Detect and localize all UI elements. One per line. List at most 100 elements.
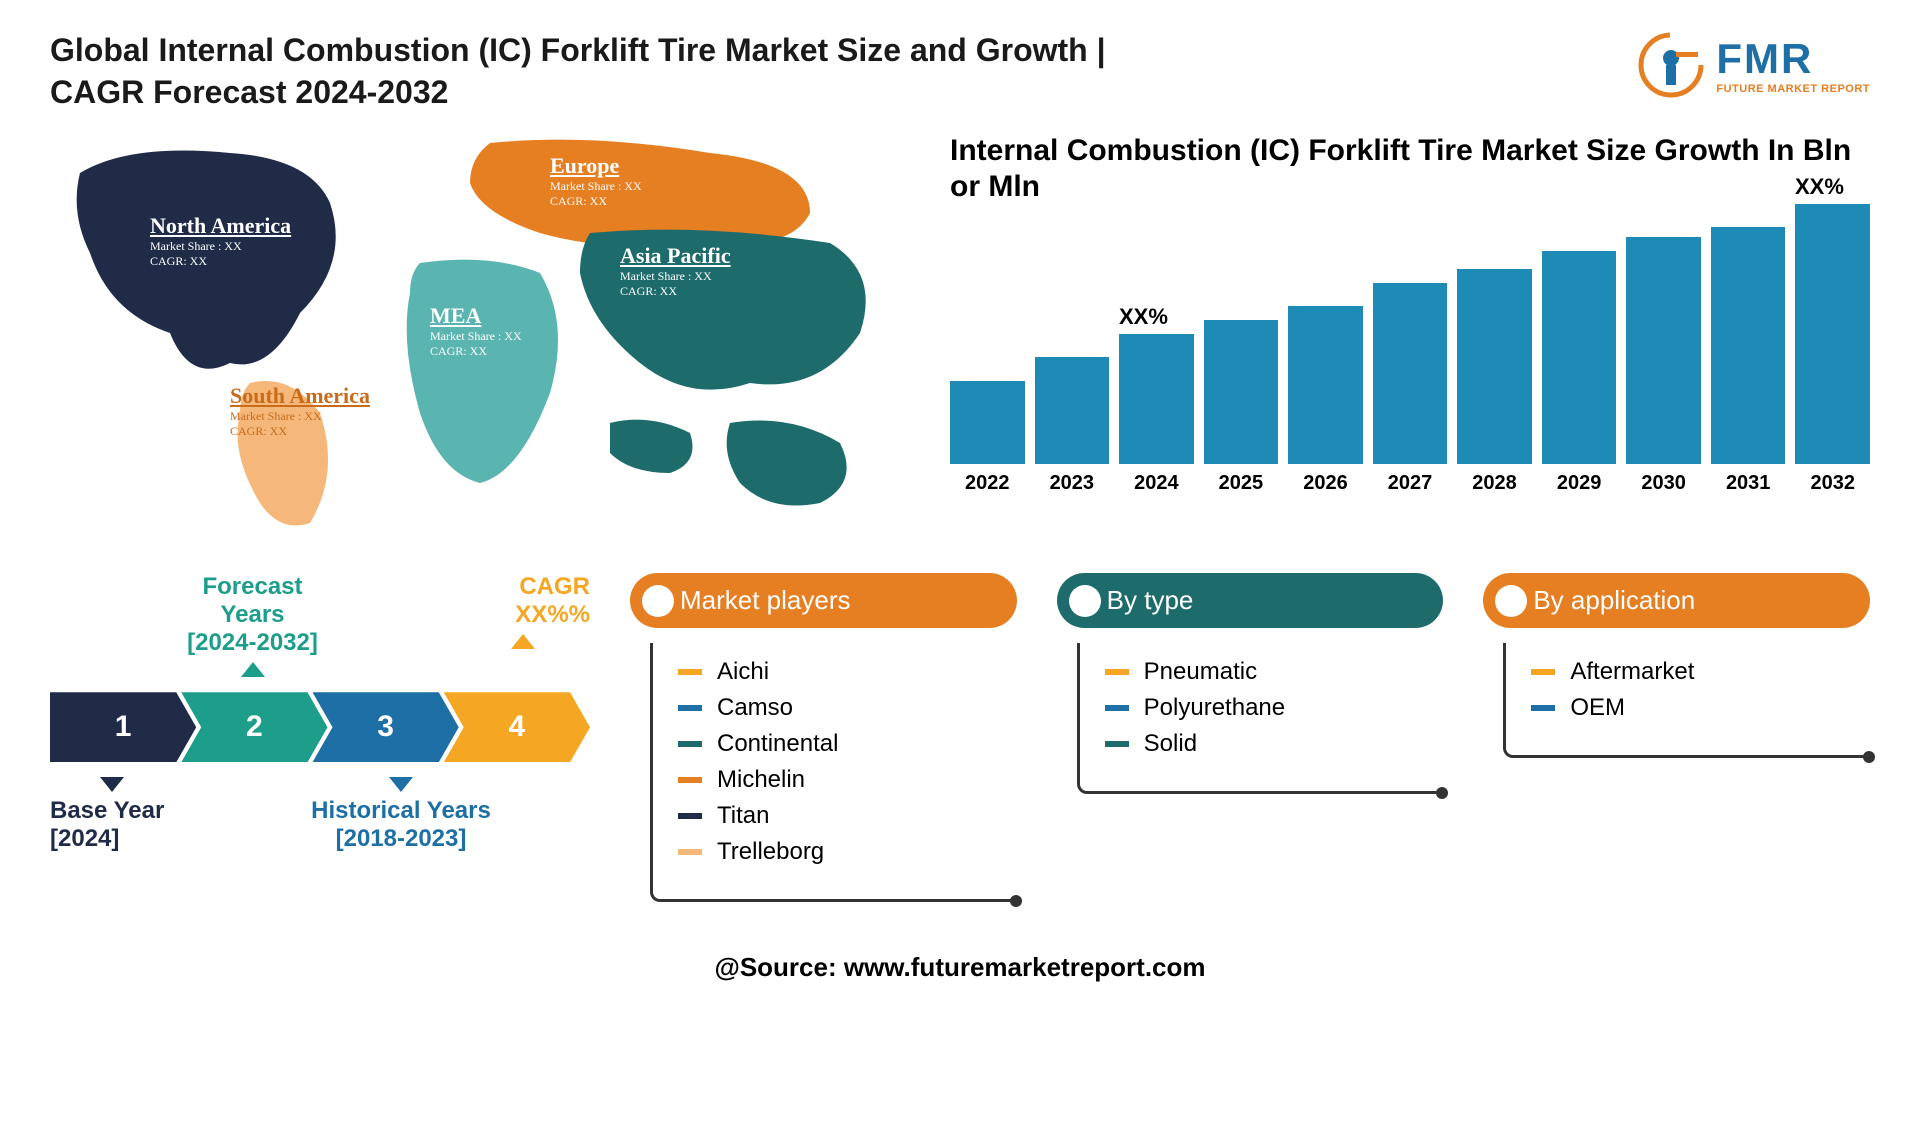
- bar-rect: [1288, 306, 1363, 464]
- bar-year-label: 2023: [1050, 472, 1095, 495]
- header: Global Internal Combustion (IC) Forklift…: [50, 30, 1870, 113]
- bar-rect: [1373, 283, 1448, 464]
- bar-year-label: 2029: [1557, 472, 1602, 495]
- category-header: By type: [1057, 573, 1444, 628]
- bar-2029: 2029: [1542, 251, 1617, 496]
- item-label: Trelleborg: [717, 838, 824, 866]
- bar-rect: [1626, 237, 1701, 465]
- bar-rect: [1795, 204, 1870, 464]
- bar-2030: 2030: [1626, 237, 1701, 496]
- category-item: Trelleborg: [678, 838, 997, 866]
- bar-year-label: 2026: [1303, 472, 1348, 495]
- cagr-value: XX%%: [455, 601, 590, 629]
- chart-annotation: XX%: [1795, 174, 1844, 200]
- category-item: Michelin: [678, 766, 997, 794]
- bar-year-label: 2031: [1726, 472, 1771, 495]
- world-map: North AmericaMarket Share : XXCAGR: XXSo…: [50, 133, 920, 533]
- region-label-asia-pacific: Asia PacificMarket Share : XXCAGR: XX: [620, 243, 731, 299]
- region-label-europe: EuropeMarket Share : XXCAGR: XX: [550, 153, 642, 209]
- triangle-down-icon: [100, 777, 124, 792]
- bullet-icon: [1531, 705, 1555, 711]
- item-label: Titan: [717, 802, 769, 830]
- chart-annotation: XX%: [1119, 304, 1168, 330]
- bar-2022: 2022: [950, 381, 1025, 496]
- bar-chart: 2022 2023 2024 2025 2026 2027 2028 2029 2030 2031…: [950, 215, 1870, 495]
- item-label: Solid: [1144, 730, 1197, 758]
- bullet-icon: [1531, 669, 1555, 675]
- bullet-icon: [1105, 741, 1129, 747]
- bar-rect: [1711, 227, 1786, 464]
- category-item: Solid: [1105, 730, 1424, 758]
- bar-2023: 2023: [1035, 357, 1110, 495]
- timeline-bar: 1234: [50, 692, 590, 762]
- category-item: OEM: [1531, 694, 1850, 722]
- item-label: Continental: [717, 730, 838, 758]
- cagr-text: CAGR: [455, 573, 590, 601]
- item-label: Aichi: [717, 658, 769, 686]
- bar-2025: 2025: [1204, 320, 1279, 495]
- category-header: By application: [1483, 573, 1870, 628]
- forecast-range: [2024-2032]: [185, 629, 320, 657]
- triangle-up-icon: [241, 662, 265, 677]
- category-item: Continental: [678, 730, 997, 758]
- hist-range: [2018-2023]: [293, 825, 509, 853]
- bar-year-label: 2030: [1641, 472, 1686, 495]
- triangle-down-icon: [389, 777, 413, 792]
- bar-chart-section: Internal Combustion (IC) Forklift Tire M…: [950, 133, 1870, 533]
- bar-2028: 2028: [1457, 269, 1532, 495]
- timeline: Forecast Years [2024-2032] CAGR XX%% 123…: [50, 573, 590, 902]
- bullet-icon: [678, 777, 702, 783]
- bullet-icon: [678, 705, 702, 711]
- bar-rect: [1035, 357, 1110, 464]
- bar-rect: [1204, 320, 1279, 464]
- source-attribution: @Source: www.futuremarketreport.com: [50, 952, 1870, 983]
- bar-year-label: 2025: [1219, 472, 1264, 495]
- bar-year-label: 2032: [1810, 472, 1855, 495]
- item-label: Aftermarket: [1570, 658, 1694, 686]
- historical-label: Historical Years [2018-2023]: [293, 772, 509, 853]
- bullet-icon: [1105, 669, 1129, 675]
- category-item: Titan: [678, 802, 997, 830]
- logo-tagline: FUTURE MARKET REPORT: [1716, 83, 1870, 95]
- category-body: Aftermarket OEM: [1503, 643, 1870, 758]
- item-label: Michelin: [717, 766, 805, 794]
- bar-2026: 2026: [1288, 306, 1363, 495]
- bar-2032: 2032: [1795, 204, 1870, 495]
- base-range: [2024]: [50, 825, 212, 853]
- item-label: Pneumatic: [1144, 658, 1257, 686]
- forecast-label: Forecast Years [2024-2032]: [185, 573, 320, 682]
- timeline-segment-4: 4: [444, 692, 590, 762]
- item-label: Camso: [717, 694, 793, 722]
- bar-year-label: 2028: [1472, 472, 1517, 495]
- item-label: OEM: [1570, 694, 1625, 722]
- bullet-icon: [1105, 705, 1129, 711]
- timeline-segment-3: 3: [313, 692, 459, 762]
- category-item: Camso: [678, 694, 997, 722]
- timeline-segment-1: 1: [50, 692, 196, 762]
- bar-year-label: 2024: [1134, 472, 1179, 495]
- bar-rect: [1542, 251, 1617, 465]
- bar-rect: [1457, 269, 1532, 464]
- category-header: Market players: [630, 573, 1017, 628]
- logo: FMR FUTURE MARKET REPORT: [1636, 30, 1870, 100]
- category-item: Polyurethane: [1105, 694, 1424, 722]
- hist-text: Historical Years: [293, 797, 509, 825]
- bar-year-label: 2022: [965, 472, 1010, 495]
- category-by-application: By application Aftermarket OEM: [1483, 573, 1870, 902]
- bar-2027: 2027: [1373, 283, 1448, 495]
- forecast-text: Forecast Years: [185, 573, 320, 629]
- bar-year-label: 2027: [1388, 472, 1433, 495]
- main-content: North AmericaMarket Share : XXCAGR: XXSo…: [50, 133, 1870, 533]
- bullet-icon: [678, 741, 702, 747]
- categories: Market players Aichi Camso Continental Miche…: [630, 573, 1870, 902]
- cagr-label: CAGR XX%%: [455, 573, 590, 682]
- fmr-logo-icon: [1636, 30, 1706, 100]
- base-text: Base Year: [50, 797, 212, 825]
- logo-text: FMR: [1716, 35, 1870, 83]
- region-label-north-america: North AmericaMarket Share : XXCAGR: XX: [150, 213, 291, 269]
- bar-rect: [950, 381, 1025, 465]
- bar-2024: 2024: [1119, 334, 1194, 495]
- category-item: Aichi: [678, 658, 997, 686]
- base-year-label: Base Year [2024]: [50, 772, 212, 853]
- bullet-icon: [678, 669, 702, 675]
